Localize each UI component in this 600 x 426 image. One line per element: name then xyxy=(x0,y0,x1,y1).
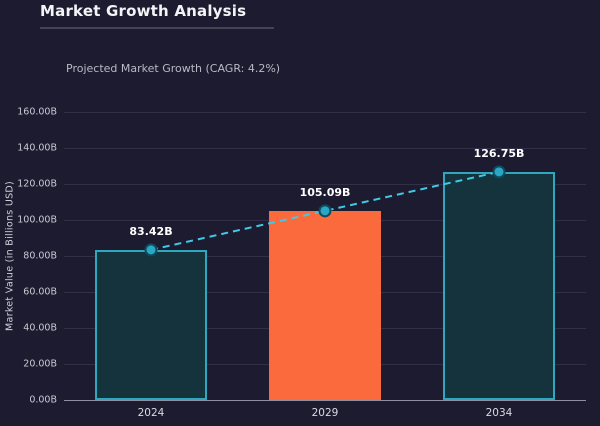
data-label: 126.75B xyxy=(473,146,525,160)
y-tick-label: 80.00B xyxy=(23,250,57,262)
gridline xyxy=(64,400,586,401)
trend-marker xyxy=(318,204,332,218)
y-tick-label: 40.00B xyxy=(23,322,57,334)
data-label: 105.09B xyxy=(299,185,351,199)
x-tick-label: 2029 xyxy=(311,407,339,419)
x-tick-label: 2034 xyxy=(485,407,513,419)
bar-2034 xyxy=(443,171,555,400)
y-tick-label: 20.00B xyxy=(23,358,57,370)
title-underline xyxy=(40,27,274,29)
y-tick-label: 160.00B xyxy=(17,106,57,118)
data-label: 83.42B xyxy=(129,224,173,238)
y-tick-label: 100.00B xyxy=(17,214,57,226)
page-title: Market Growth Analysis xyxy=(40,2,247,20)
trend-marker xyxy=(492,165,506,179)
plot-area: 0.00B 20.00B 40.00B 60.00B 80.00B 100.00B 120.… xyxy=(17,107,586,419)
trend-line-layer xyxy=(144,165,506,257)
bar-2029 xyxy=(269,210,381,400)
y-tick-label: 140.00B xyxy=(17,142,57,154)
x-tick-label: 2024 xyxy=(137,407,165,419)
y-tick-label: 60.00B xyxy=(23,286,57,298)
y-tick-label: 120.00B xyxy=(17,178,57,190)
trend-marker xyxy=(144,243,158,257)
gridline xyxy=(64,112,586,113)
chart-subtitle: Projected Market Growth (CAGR: 4.2%) xyxy=(66,62,281,75)
bar-2024 xyxy=(95,249,207,400)
y-tick-label: 0.00B xyxy=(29,394,57,406)
gridline xyxy=(64,148,586,149)
gridline xyxy=(64,184,586,185)
